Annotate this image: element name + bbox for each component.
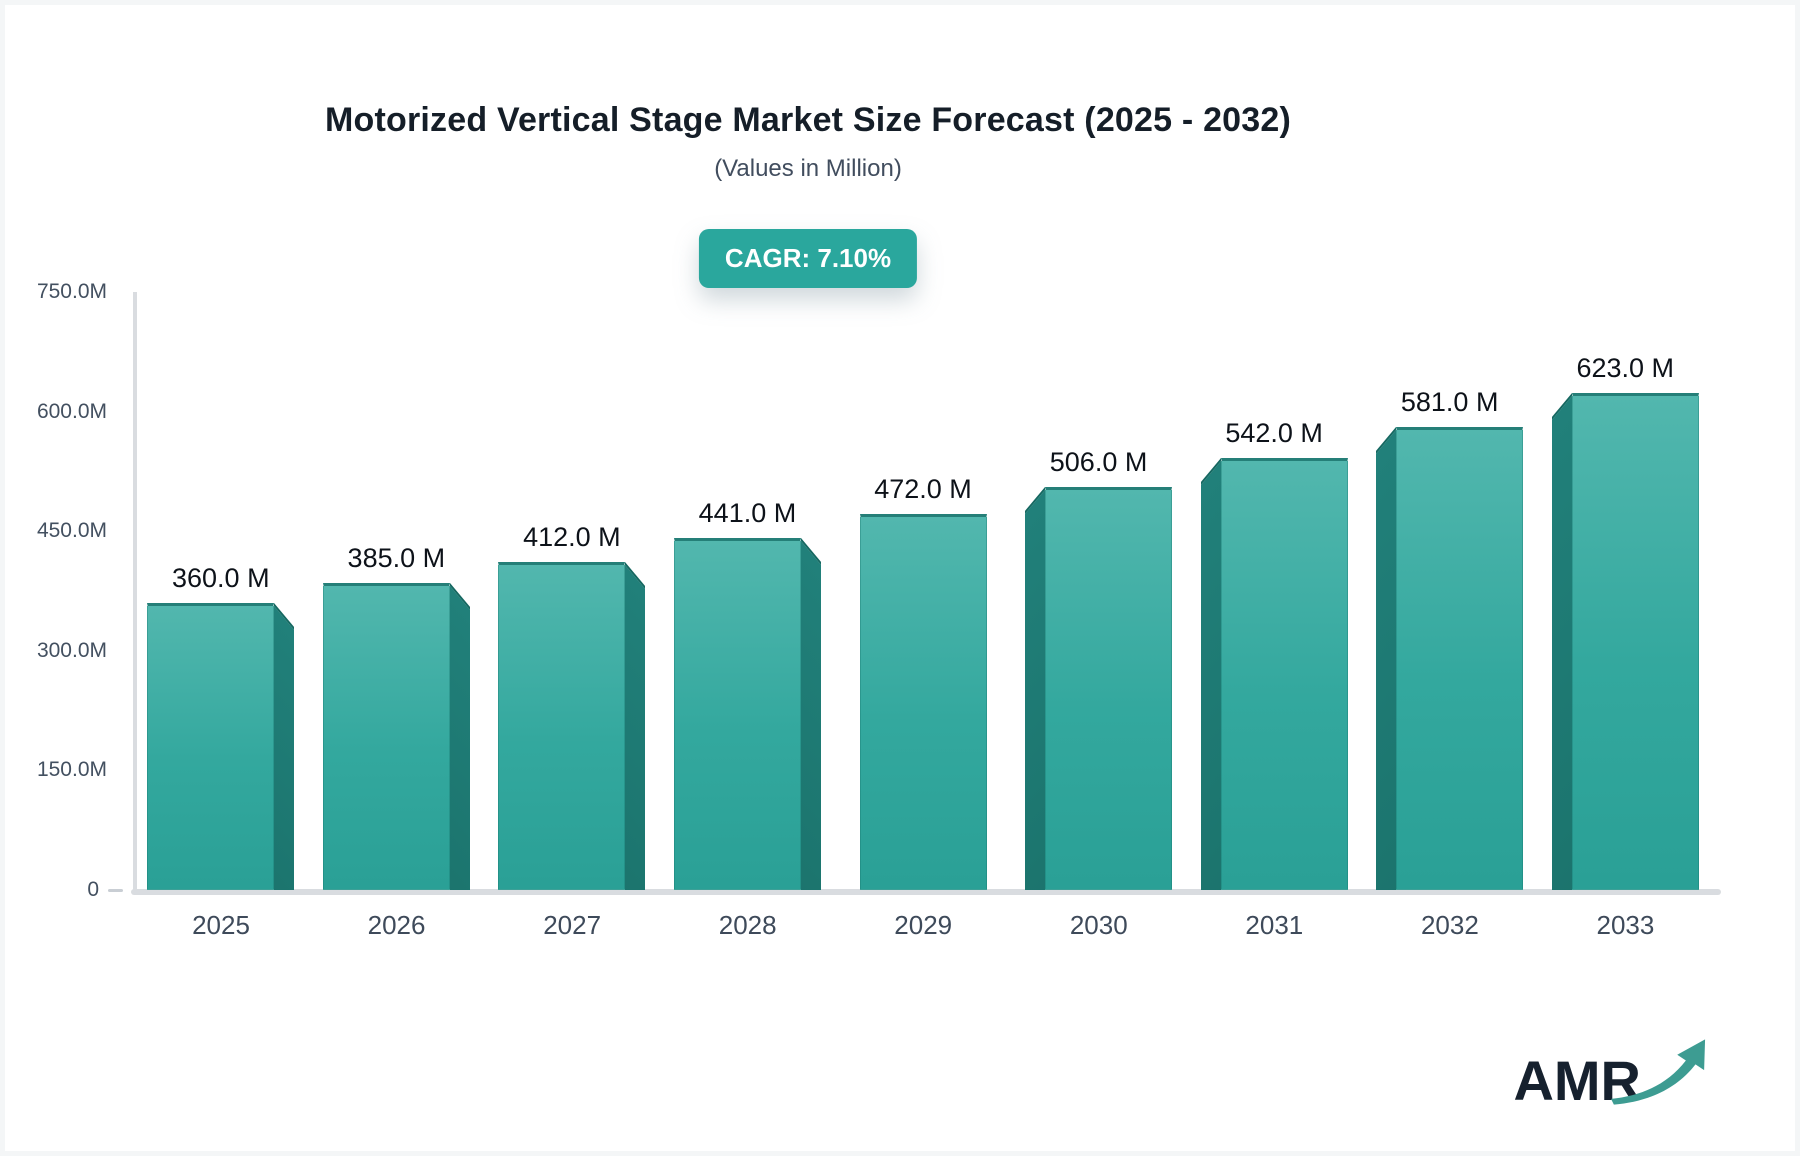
cagr-badge: CAGR: 7.10% [698,229,918,288]
zero-tick-mark [108,888,123,892]
y-tick-label: 0 [5,877,123,903]
x-tick-label: 2027 [543,910,602,940]
bar-body [1571,393,1699,890]
bar-value-label: 385.0 M [347,543,446,574]
bar-body [1220,457,1348,890]
trend-up-arrow-icon [1611,1039,1706,1105]
chart-subtitle: (Values in Million) [714,155,902,182]
bar-side-face [800,538,821,890]
bar-group [1200,457,1348,890]
y-tick-label: 300.0M [36,638,107,662]
bar-body [859,513,987,890]
bar-value-label: 472.0 M [874,473,972,504]
bar-body [147,602,275,890]
bar-body [1045,486,1173,890]
x-tick-label: 2030 [1069,910,1128,940]
y-tick-label: 450.0M [36,519,107,543]
bar-value-label: 412.0 M [523,521,621,552]
y-tick-label: 600.0M [36,399,107,423]
bar-value-label: 623.0 M [1576,353,1674,384]
bar-group [147,602,295,890]
bar-value-label: 581.0 M [1400,386,1499,417]
y-axis-line [133,292,137,890]
bar-group [498,561,646,890]
x-tick-label: 2026 [367,910,426,940]
y-tick-label: 150.0M [36,758,107,782]
y-tick-label: 750.0M [36,280,107,303]
bar-group [1376,426,1524,890]
amr-logo: AMR [1513,1037,1707,1109]
bar-side-face [1025,486,1046,890]
x-tick-label: 2032 [1420,910,1479,940]
bar-group [859,513,987,890]
bar-body [498,561,626,890]
plot-area: 360.0 M 385.0 M 412.0 M 441.0 M 472.0 M 506.0… [133,292,1713,890]
bar-body [673,538,801,890]
bar-value-label: 542.0 M [1225,417,1323,448]
bar-group [1551,393,1699,890]
bar-side-face [1376,426,1397,890]
bar-group [673,538,821,890]
bar-value-label: 506.0 M [1049,446,1148,477]
bar-side-face [625,561,646,890]
bar-side-face [1200,457,1221,890]
bar-group [322,583,470,890]
bar-side-face [1551,393,1572,890]
x-tick-label: 2033 [1596,910,1655,940]
chart-card: Motorized Vertical Stage Market Size For… [5,5,1795,1151]
x-axis-baseline [131,889,1721,895]
bar-side-face [274,602,295,890]
bar-body [1396,426,1524,890]
bar-value-label: 441.0 M [698,498,797,529]
bar-group [1025,486,1173,890]
bar-value-label: 360.0 M [172,562,270,593]
x-tick-label: 2031 [1245,910,1304,940]
bar-body [322,583,450,890]
bar-side-face [449,583,470,890]
x-tick-label: 2025 [192,910,250,940]
chart-title: Motorized Vertical Stage Market Size For… [324,101,1292,139]
x-tick-label: 2029 [894,910,953,940]
x-tick-label: 2028 [718,910,777,940]
